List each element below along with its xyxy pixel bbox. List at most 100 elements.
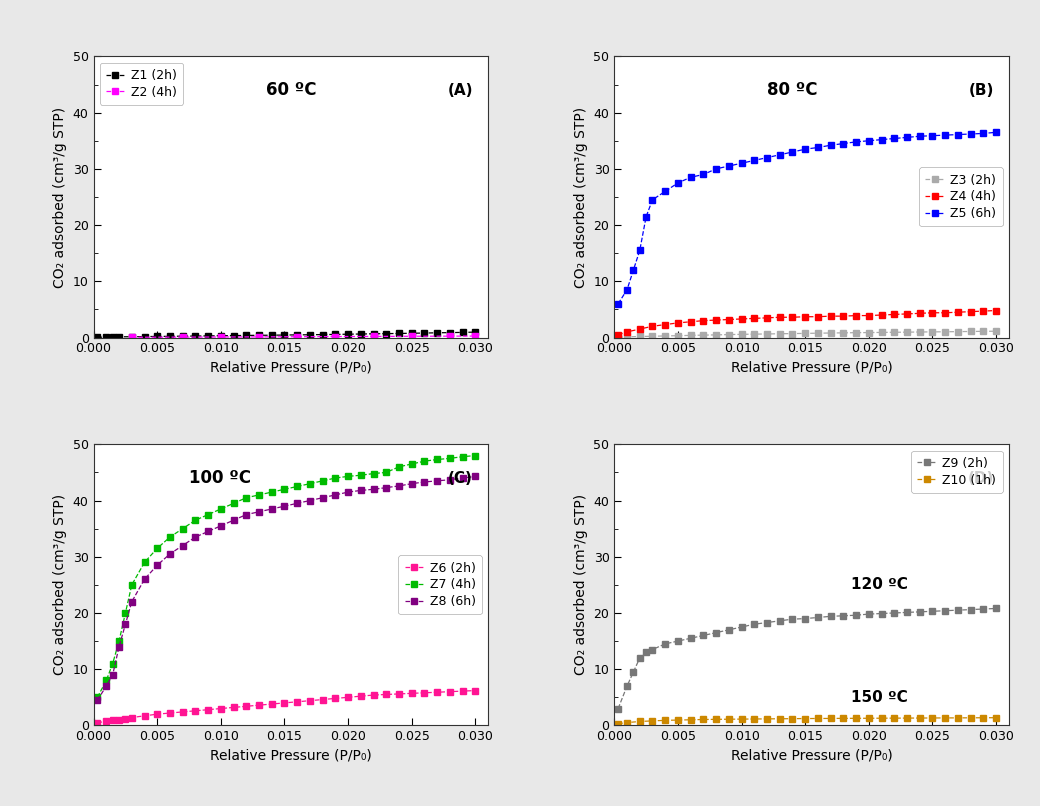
Z6 (2h)	[106, 716, 119, 725]
Z5 (6h)	[748, 156, 760, 165]
Z5 (6h)	[774, 150, 786, 160]
Z6 (2h)	[177, 707, 189, 717]
Z1 (2h)	[214, 331, 227, 341]
Z3 (2h)	[862, 328, 875, 338]
Z10 (1h)	[621, 718, 633, 728]
Z5 (6h)	[825, 140, 837, 150]
Z3 (2h)	[646, 331, 658, 341]
Z10 (1h)	[964, 713, 977, 723]
Z1 (2h)	[100, 332, 112, 342]
Z10 (1h)	[748, 714, 760, 724]
Z4 (4h)	[978, 306, 990, 316]
Z7 (4h)	[106, 659, 119, 668]
Line: Z5 (6h): Z5 (6h)	[616, 130, 998, 306]
Z5 (6h)	[939, 131, 952, 140]
Legend: Z3 (2h), Z4 (4h), Z5 (6h): Z3 (2h), Z4 (4h), Z5 (6h)	[919, 168, 1003, 226]
Z5 (6h)	[862, 136, 875, 146]
Z9 (2h)	[952, 605, 964, 615]
Z1 (2h)	[189, 331, 202, 341]
Z9 (2h)	[811, 613, 824, 622]
Z4 (4h)	[799, 312, 811, 322]
Z6 (2h)	[265, 699, 278, 708]
Z9 (2h)	[837, 611, 850, 621]
Z7 (4h)	[214, 504, 227, 513]
Z10 (1h)	[735, 714, 748, 724]
Z5 (6h)	[952, 130, 964, 139]
Z9 (2h)	[964, 604, 977, 614]
Z9 (2h)	[913, 607, 926, 617]
Line: Z7 (4h): Z7 (4h)	[95, 453, 478, 700]
Z1 (2h)	[126, 332, 138, 342]
Z1 (2h)	[228, 330, 240, 340]
Z9 (2h)	[888, 609, 901, 618]
Z3 (2h)	[952, 326, 964, 336]
Z3 (2h)	[723, 330, 735, 339]
Z7 (4h)	[202, 509, 214, 519]
Y-axis label: CO₂ adsorbed (cm³/g STP): CO₂ adsorbed (cm³/g STP)	[574, 494, 588, 675]
Text: 60 ºC: 60 ºC	[265, 81, 316, 99]
Line: Z10 (1h): Z10 (1h)	[616, 715, 998, 726]
Z8 (6h)	[393, 481, 406, 491]
Z4 (4h)	[621, 327, 633, 337]
Z5 (6h)	[761, 153, 774, 163]
Z3 (2h)	[621, 332, 633, 342]
Z4 (4h)	[837, 311, 850, 321]
Text: 100 ºC: 100 ºC	[189, 469, 251, 487]
Legend: Z6 (2h), Z7 (4h), Z8 (6h): Z6 (2h), Z7 (4h), Z8 (6h)	[398, 555, 482, 614]
Z5 (6h)	[646, 195, 658, 205]
Z8 (6h)	[92, 696, 104, 705]
Z10 (1h)	[633, 717, 646, 726]
Z1 (2h)	[316, 330, 329, 339]
Z5 (6h)	[659, 186, 672, 196]
Z8 (6h)	[138, 575, 151, 584]
Z1 (2h)	[112, 332, 125, 342]
Z4 (4h)	[913, 309, 926, 318]
Z3 (2h)	[964, 326, 977, 336]
Z3 (2h)	[633, 331, 646, 341]
Text: 80 ºC: 80 ºC	[766, 81, 817, 99]
Z3 (2h)	[901, 327, 913, 337]
Z8 (6h)	[189, 532, 202, 542]
Z2 (4h)	[126, 332, 138, 342]
Z3 (2h)	[850, 328, 862, 338]
Z1 (2h)	[253, 330, 265, 340]
Z5 (6h)	[612, 299, 624, 309]
Z7 (4h)	[444, 454, 457, 463]
Z3 (2h)	[939, 327, 952, 337]
Z2 (4h)	[367, 331, 380, 341]
Z8 (6h)	[406, 479, 418, 488]
Line: Z8 (6h): Z8 (6h)	[95, 474, 478, 703]
Text: 150 ºC: 150 ºC	[851, 690, 908, 704]
Z6 (2h)	[457, 686, 469, 696]
X-axis label: Relative Pressure (P/P₀): Relative Pressure (P/P₀)	[210, 361, 371, 375]
Z3 (2h)	[786, 329, 799, 339]
Z4 (4h)	[646, 322, 658, 331]
Z9 (2h)	[621, 681, 633, 691]
Z2 (4h)	[177, 332, 189, 342]
Z6 (2h)	[120, 714, 132, 724]
Z5 (6h)	[710, 164, 723, 173]
Z6 (2h)	[393, 689, 406, 699]
Z5 (6h)	[978, 129, 990, 139]
Z1 (2h)	[151, 331, 163, 341]
Z6 (2h)	[92, 718, 104, 728]
Z1 (2h)	[355, 329, 367, 339]
Z7 (4h)	[329, 473, 341, 483]
Z5 (6h)	[927, 131, 939, 140]
Z3 (2h)	[697, 330, 709, 340]
Z7 (4h)	[228, 498, 240, 508]
Z10 (1h)	[837, 713, 850, 723]
Z9 (2h)	[761, 617, 774, 627]
Z6 (2h)	[418, 688, 431, 698]
Z7 (4h)	[151, 543, 163, 553]
Z7 (4h)	[367, 469, 380, 479]
Z3 (2h)	[748, 330, 760, 339]
X-axis label: Relative Pressure (P/P₀): Relative Pressure (P/P₀)	[731, 749, 892, 762]
Z3 (2h)	[913, 327, 926, 337]
Z1 (2h)	[279, 330, 291, 340]
Z10 (1h)	[672, 715, 684, 725]
Z10 (1h)	[710, 714, 723, 724]
Z3 (2h)	[774, 329, 786, 339]
Z10 (1h)	[978, 713, 990, 723]
Z6 (2h)	[291, 697, 304, 707]
